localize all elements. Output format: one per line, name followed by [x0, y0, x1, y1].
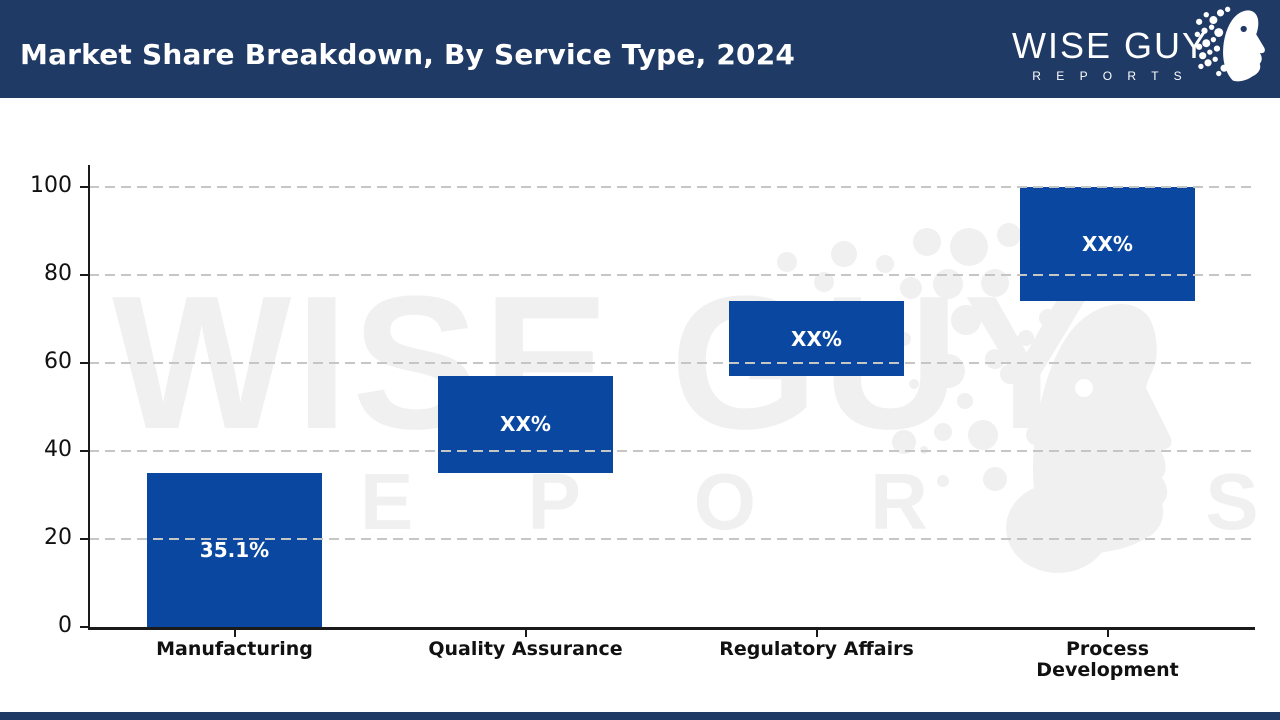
footer-bar	[0, 712, 1280, 720]
header-bar: Market Share Breakdown, By Service Type,…	[0, 0, 1280, 98]
y-tick-label-20: 20	[44, 525, 72, 550]
y-tick-mark-60	[80, 362, 89, 364]
logo-face-icon	[1194, 6, 1265, 82]
grid-line-100	[89, 186, 1253, 188]
logo-text: WISE GUY R E P O R T S	[1011, 25, 1208, 83]
grid-line-40	[89, 450, 1253, 452]
y-tick-mark-0	[80, 626, 89, 628]
x-tick-mark-2	[815, 630, 818, 637]
chart-title: Market Share Breakdown, By Service Type,…	[20, 37, 796, 71]
x-tick-mark-0	[233, 630, 236, 637]
y-tick-mark-40	[80, 450, 89, 452]
y-tick-label-60: 60	[44, 349, 72, 374]
y-tick-mark-100	[80, 186, 89, 188]
x-tick-label-2: Regulatory Affairs	[719, 638, 914, 660]
y-tick-label-80: 80	[44, 261, 72, 286]
x-tick-mark-3	[1106, 630, 1109, 637]
bar-value-label: XX%	[500, 412, 551, 437]
grid-line-80	[89, 274, 1253, 276]
bar-value-label: XX%	[791, 326, 842, 351]
grid-line-60	[89, 362, 1253, 364]
logo-wordmark: WISE GUY	[1011, 25, 1208, 66]
y-tick-label-0: 0	[58, 613, 72, 638]
grid-line-20	[89, 538, 1253, 540]
y-tick-mark-20	[80, 538, 89, 540]
y-tick-mark-80	[80, 274, 89, 276]
x-tick-label-0: Manufacturing	[156, 638, 313, 660]
y-tick-label-100: 100	[30, 173, 72, 198]
bar-value-label: XX%	[1082, 232, 1133, 257]
bar-process-development	[1020, 187, 1195, 302]
y-axis-line	[88, 165, 90, 628]
wise-guy-logo: WISE GUY R E P O R T S	[1012, 4, 1274, 86]
x-tick-label-3: Process Development	[1036, 638, 1179, 682]
watermark-face-icon	[777, 223, 1172, 573]
bar-manufacturing	[147, 472, 322, 627]
bar-value-label: 35.1%	[199, 537, 270, 562]
x-tick-label-1: Quality Assurance	[428, 638, 623, 660]
x-axis-line	[88, 627, 1255, 630]
logo-subtext: R E P O R T S	[1032, 69, 1188, 83]
y-tick-label-40: 40	[44, 437, 72, 462]
bar-quality-assurance	[438, 376, 613, 473]
x-tick-mark-1	[524, 630, 527, 637]
